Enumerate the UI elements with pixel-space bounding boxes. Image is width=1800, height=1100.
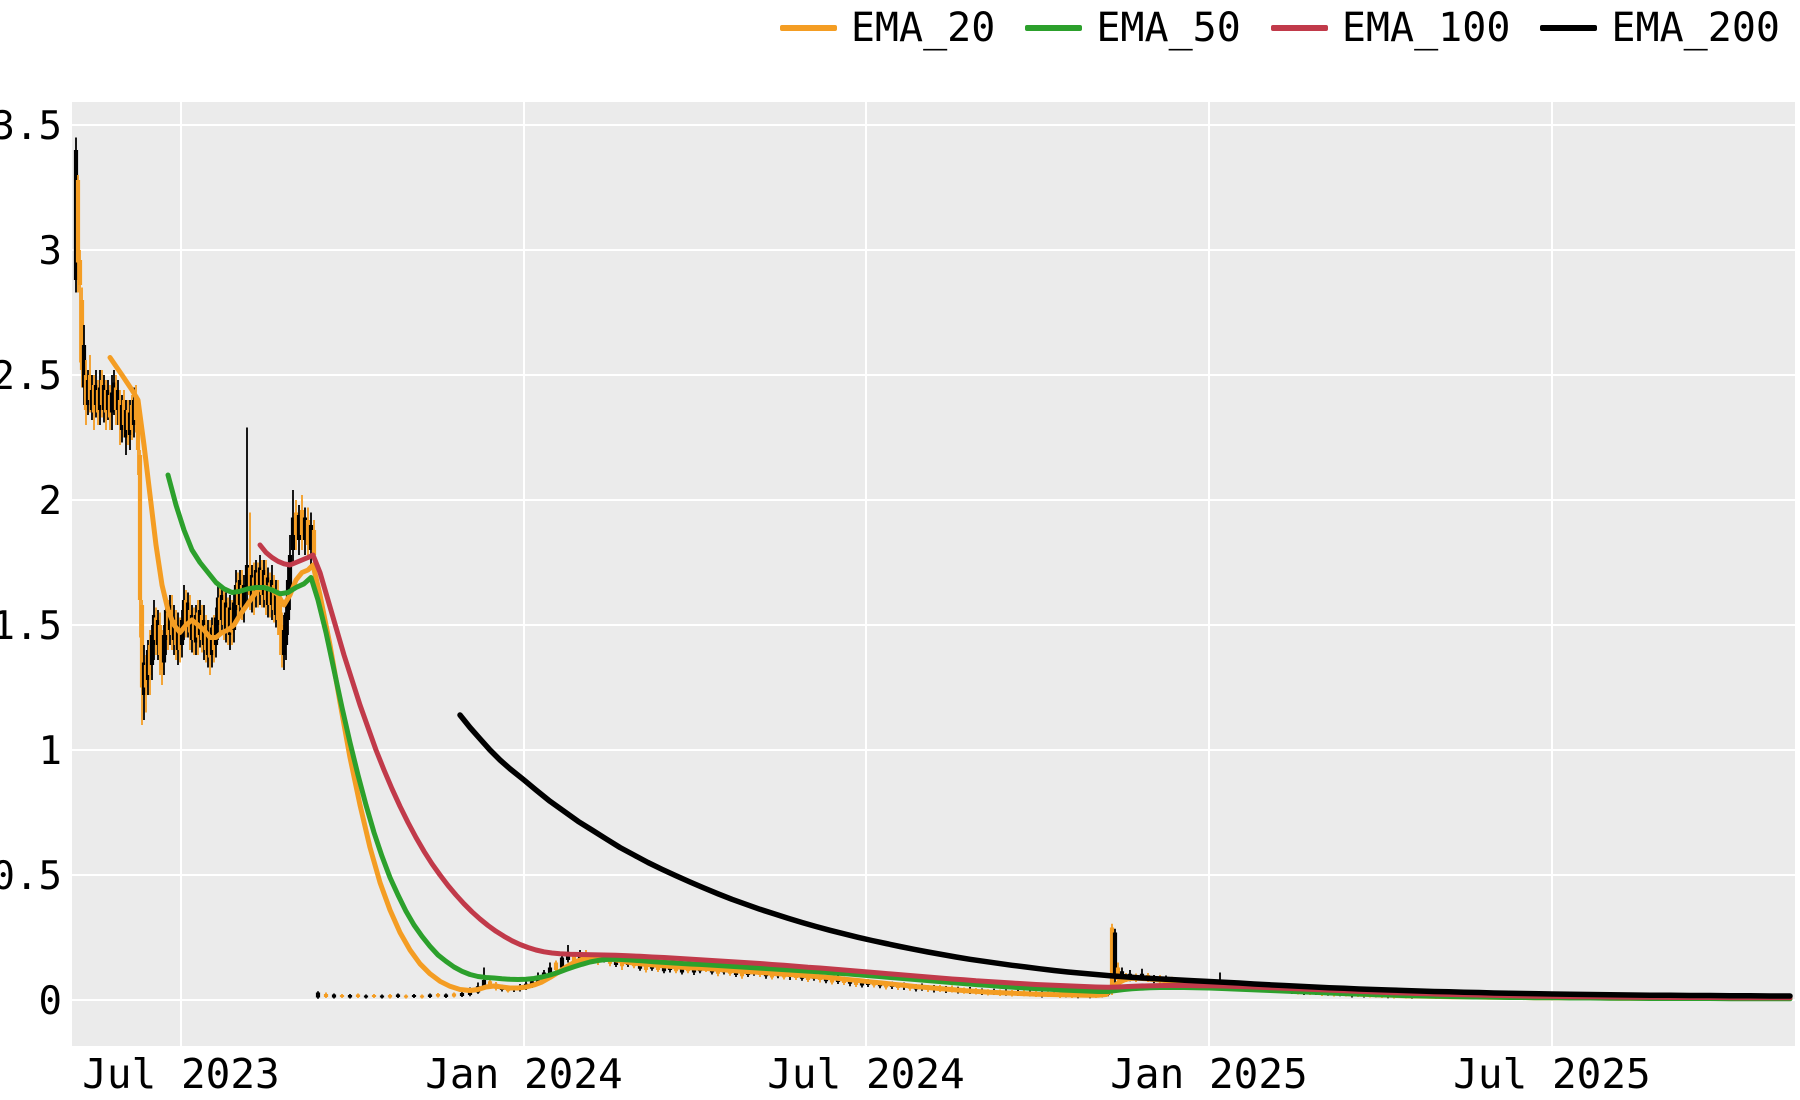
candle-body [379, 995, 385, 998]
candle-body [363, 995, 369, 998]
candle-body [81, 345, 87, 388]
y-tick-label: 3.5 [0, 104, 62, 149]
candle-body [547, 967, 553, 975]
candle-body [451, 993, 457, 997]
y-tick-label: 1 [39, 729, 62, 774]
candle-body [643, 965, 649, 970]
candle-body [299, 510, 305, 535]
legend-label-ema-200: EMA_200 [1611, 5, 1780, 51]
y-tick-label: 0.5 [0, 854, 62, 899]
candle-body [308, 525, 314, 550]
candle-body [137, 455, 143, 600]
candle-body [293, 512, 299, 535]
legend: EMA_20 EMA_50 EMA_100 EMA_200 [779, 5, 1780, 51]
candle-body [139, 605, 145, 688]
candle-body [323, 994, 329, 997]
candle-body [459, 993, 465, 996]
legend-swatch-ema-200-icon [1540, 25, 1598, 31]
candle-body [79, 300, 85, 370]
legend-swatch-ema-50-icon [1025, 25, 1083, 31]
candle-body [213, 617, 219, 645]
y-tick-label: 1.5 [0, 604, 62, 649]
legend-swatch-ema-100-icon [1270, 25, 1328, 31]
ema-200-line [457, 712, 1793, 999]
legend-label-ema-100: EMA_100 [1341, 5, 1511, 51]
candle-body [77, 260, 83, 285]
candle-body [419, 995, 425, 998]
legend-item-ema-100: EMA_100 [1270, 5, 1511, 51]
legend-item-ema-200: EMA_200 [1540, 8, 1780, 48]
candle-body [673, 967, 679, 972]
ema-50-line [165, 472, 1793, 1002]
candle-body [395, 994, 401, 997]
candle-body [1109, 927, 1115, 993]
x-tick-label: Jul 2024 [767, 1050, 964, 1098]
candle-body [75, 180, 81, 263]
candle-body [655, 966, 661, 970]
candle-body [133, 395, 139, 420]
candle-body [296, 515, 302, 540]
candle-body [571, 955, 577, 962]
candle-body [435, 994, 441, 997]
candle-body [535, 977, 541, 984]
candle-body [339, 995, 345, 997]
candle-body [87, 375, 93, 400]
candle-body [290, 517, 296, 550]
candle-body [347, 995, 353, 998]
candle-body [481, 980, 487, 988]
candle-body [305, 520, 311, 545]
candle-body [161, 635, 167, 663]
y-tick-label: 2.5 [0, 354, 62, 399]
legend-label-ema-20: EMA_20 [850, 5, 996, 51]
legend-item-ema-20: EMA_20 [779, 5, 996, 51]
candle-body [241, 585, 247, 610]
candle-body [559, 957, 565, 968]
candle-body [283, 612, 289, 645]
candle-body [679, 967, 685, 973]
candle-body [619, 961, 625, 967]
y-tick-label: 2 [39, 479, 62, 524]
candle-body [331, 994, 337, 998]
plot-background [72, 102, 1795, 1046]
x-tick-label: Jan 2024 [425, 1050, 622, 1098]
legend-item-ema-50: EMA_50 [1025, 8, 1241, 48]
legend-swatch-ema-20-icon [779, 25, 837, 31]
candle-body [661, 966, 667, 972]
candle-body [371, 995, 377, 997]
candle-body [315, 992, 321, 998]
candle-body [135, 410, 141, 450]
candle-body [231, 602, 237, 630]
candle-body [302, 517, 308, 540]
candle-body [311, 530, 317, 555]
candle-body [277, 605, 283, 635]
candle-body [387, 995, 393, 998]
candle-body [553, 962, 559, 970]
candle-body [355, 994, 361, 997]
y-tick-label: 3 [39, 229, 62, 274]
y-tick-label: 0 [39, 979, 62, 1024]
candle-body [403, 995, 409, 998]
candle-body [443, 994, 449, 997]
candle-body [487, 981, 493, 987]
candle-body [411, 995, 417, 997]
candle-body [613, 960, 619, 965]
candle-body [1112, 932, 1118, 978]
legend-label-ema-50: EMA_50 [1096, 5, 1241, 51]
candle-body [244, 565, 250, 590]
x-tick-label: Jul 2023 [82, 1050, 279, 1098]
candle-body [859, 982, 865, 986]
candle-body [467, 991, 473, 995]
candle-body [149, 635, 155, 665]
candle-body [427, 994, 433, 997]
x-tick-label: Jul 2025 [1453, 1050, 1650, 1098]
x-tick-label: Jan 2025 [1110, 1050, 1307, 1098]
candle-body [287, 555, 293, 595]
